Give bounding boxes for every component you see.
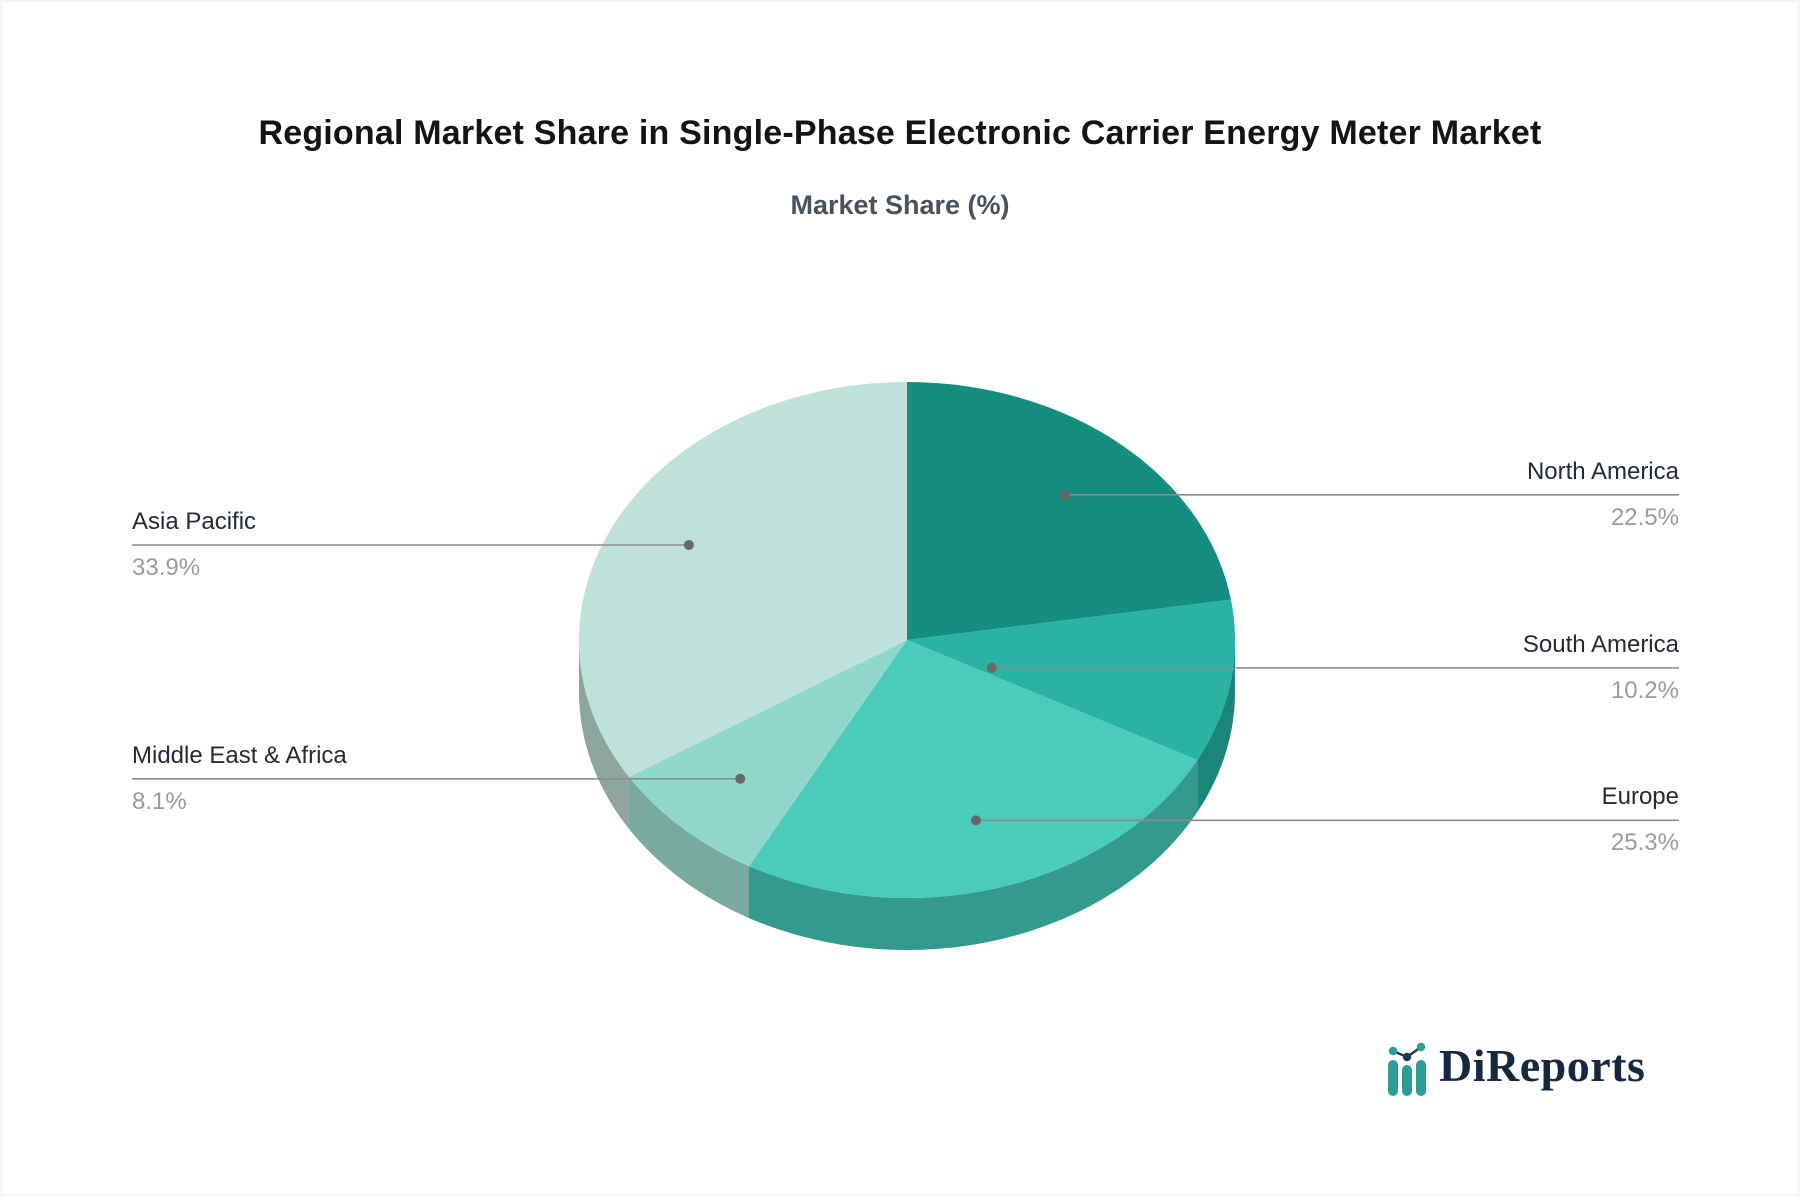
pie-slice-side-south-america <box>1197 640 1235 813</box>
pie-slice-middle-east-africa[interactable] <box>628 640 907 867</box>
callout-dot-asia-pacific <box>683 539 694 550</box>
pie-slice-asia-pacific[interactable] <box>578 382 907 777</box>
callout-dot-europe <box>970 815 981 826</box>
slice-label-south-america: South America <box>1522 630 1679 658</box>
slice-value-middle-east-africa: 8.1% <box>132 787 187 815</box>
logo-bar-1 <box>1402 1065 1412 1096</box>
brand-logo-text: DiReports <box>1439 1040 1646 1091</box>
bar-line-chart-icon <box>1388 1042 1426 1096</box>
pie-slice-europe[interactable] <box>748 640 1198 898</box>
logo-dot-0 <box>1388 1046 1398 1056</box>
slice-value-north-america: 22.5% <box>1610 503 1679 531</box>
pie-slice-side-asia-pacific <box>579 640 629 829</box>
callout-dot-north-america <box>1059 489 1070 500</box>
slice-label-middle-east-africa: Middle East & Africa <box>132 741 347 769</box>
chart-subtitle: Market Share (%) <box>790 190 1010 220</box>
page-title: Regional Market Share in Single-Phase El… <box>258 114 1542 152</box>
slice-label-europe: Europe <box>1601 783 1679 811</box>
pie-slice-side-middle-east-africa <box>628 776 749 919</box>
slice-label-north-america: North America <box>1526 457 1679 485</box>
logo-dot-2 <box>1416 1042 1426 1052</box>
callout-dot-middle-east-africa <box>735 773 746 784</box>
pie-slice-south-america[interactable] <box>907 599 1235 761</box>
slice-label-asia-pacific: Asia Pacific <box>132 507 257 535</box>
slice-value-south-america: 10.2% <box>1610 676 1679 704</box>
brand-logo: DiReports <box>1387 1036 1645 1096</box>
logo-bar-0 <box>1388 1060 1398 1096</box>
logo-dot-1 <box>1402 1052 1412 1062</box>
slice-value-europe: 25.3% <box>1610 829 1679 857</box>
callout-dot-south-america <box>986 662 997 673</box>
logo-bar-2 <box>1416 1060 1426 1096</box>
pie-slice-side-europe <box>748 760 1198 950</box>
pie-slice-north-america[interactable] <box>907 382 1231 640</box>
slice-value-asia-pacific: 33.9% <box>132 553 201 581</box>
